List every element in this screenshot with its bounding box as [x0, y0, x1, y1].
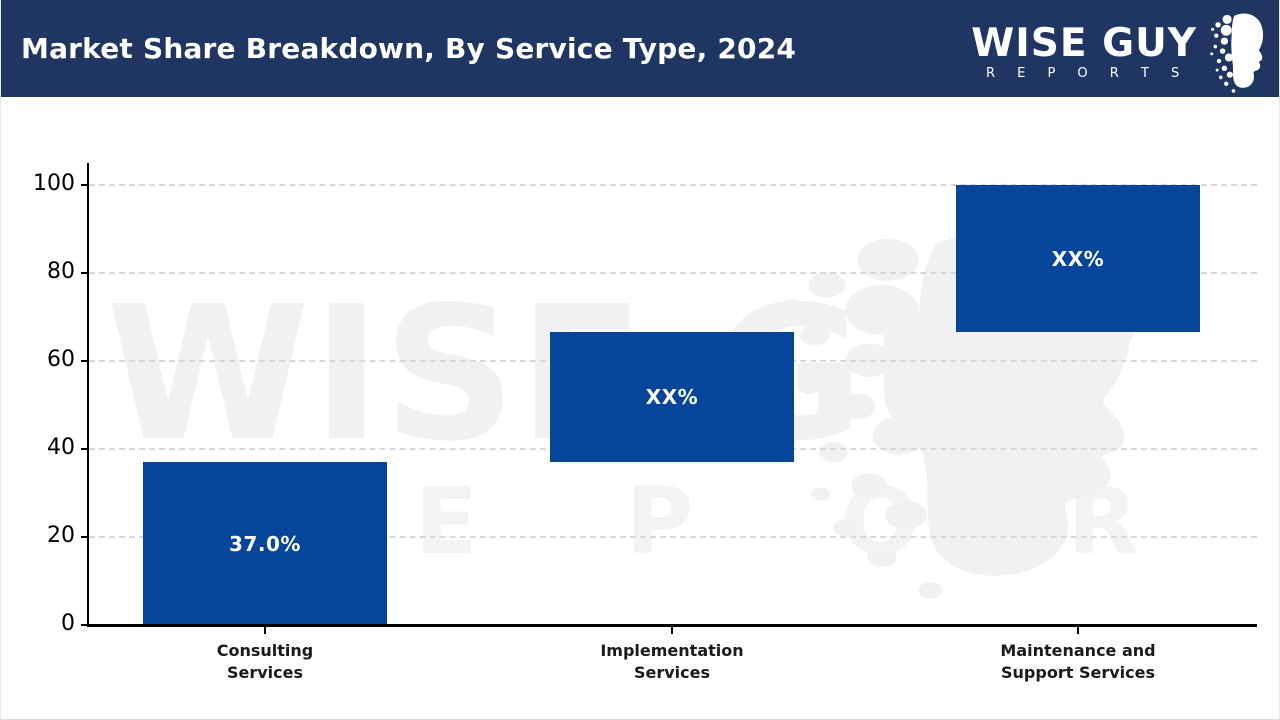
- y-tick-label: 40: [47, 435, 75, 460]
- bar: XX%: [550, 332, 794, 463]
- brand-logo-text: WISE GUY R E P O R T S: [971, 24, 1197, 81]
- y-tick-mark: [81, 272, 88, 274]
- bar: XX%: [956, 185, 1200, 333]
- gridline: [89, 536, 1257, 538]
- page-title: Market Share Breakdown, By Service Type,…: [21, 32, 797, 65]
- bar: 37.0%: [143, 462, 387, 625]
- brand-logo: WISE GUY R E P O R T S: [971, 4, 1269, 96]
- y-tick-mark: [81, 184, 88, 186]
- y-tick-label: 80: [47, 259, 75, 284]
- x-tick-mark: [1077, 626, 1079, 634]
- x-category-label: Implementation Services: [600, 641, 744, 682]
- x-category-label: Maintenance and Support Services: [1000, 641, 1156, 682]
- x-tick-mark: [264, 626, 266, 634]
- bar-value-label: 37.0%: [229, 531, 301, 556]
- gridline: [89, 272, 1257, 274]
- bar-value-label: XX%: [645, 385, 699, 410]
- gridline: [89, 184, 1257, 186]
- y-axis-line: [87, 163, 89, 627]
- brand-name: WISE GUY: [971, 21, 1197, 66]
- brand-subtitle: R E P O R T S: [985, 66, 1189, 81]
- y-tick-mark: [81, 624, 88, 626]
- y-tick-label: 100: [33, 171, 75, 196]
- header: Market Share Breakdown, By Service Type,…: [1, 0, 1279, 97]
- y-tick-label: 20: [47, 523, 75, 548]
- y-tick-label: 60: [47, 347, 75, 372]
- x-category-label: Consulting Services: [216, 641, 314, 682]
- y-tick-mark: [81, 536, 88, 538]
- x-axis-line: [87, 624, 1257, 627]
- brand-face-icon: [1209, 10, 1267, 94]
- y-tick-label: 0: [61, 611, 75, 636]
- x-tick-mark: [671, 626, 673, 634]
- bar-value-label: XX%: [1051, 246, 1105, 271]
- y-tick-mark: [81, 448, 88, 450]
- y-tick-mark: [81, 360, 88, 362]
